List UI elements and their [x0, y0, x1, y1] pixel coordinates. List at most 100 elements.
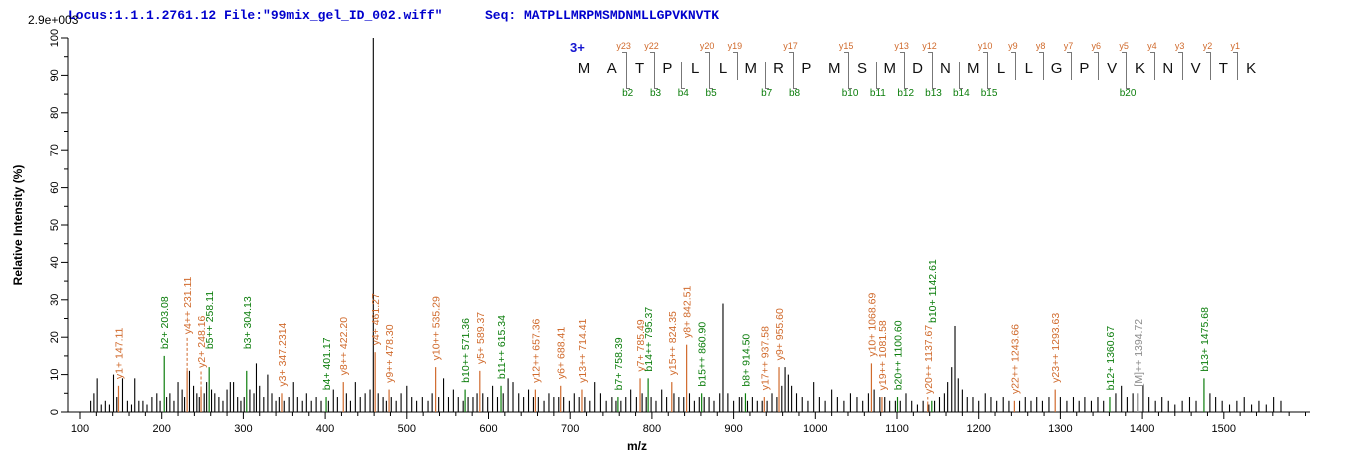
ion-label: y15++ 824.35	[667, 311, 679, 375]
cleavage-mark	[1042, 52, 1044, 80]
ion-label: y5+ 589.37	[475, 312, 487, 364]
ion-label: y12++ 657.36	[530, 318, 542, 382]
ion-label: b11++ 615.34	[496, 315, 508, 379]
cleavage-mark	[903, 52, 905, 88]
y-ion-marker: y8	[1035, 41, 1046, 51]
cleavage-mark-y-foot	[1010, 52, 1015, 53]
ion-label: b20++ 1100.60	[892, 320, 904, 390]
residue-letter: D	[912, 60, 924, 77]
ion-label: b2+ 203.08	[159, 296, 171, 349]
residue-letter: L	[1024, 60, 1033, 77]
residue-letter: M	[883, 60, 897, 77]
cleavage-mark	[931, 52, 933, 88]
cleavage-mark-y-foot	[705, 52, 710, 53]
cleavage-mark-b-foot	[875, 88, 880, 89]
ion-label: y1+ 147.11	[113, 327, 125, 379]
y-axis-title: Relative Intensity (%)	[11, 165, 25, 286]
cleavage-mark	[1181, 52, 1183, 80]
y-axis-tick-label: 70	[49, 144, 61, 156]
precursor-charge-label: 3+	[570, 40, 585, 55]
y-axis-tick-label: 50	[49, 219, 61, 231]
residue-letter: M	[744, 60, 758, 77]
residue-letter: K	[1134, 60, 1145, 77]
residue-letter: T	[1218, 60, 1228, 77]
b-ion-marker: b11	[869, 88, 886, 99]
x-axis-tick-label: 1300	[1048, 423, 1072, 435]
y-axis-tick-label: 30	[49, 294, 61, 306]
cleavage-mark	[1237, 52, 1239, 80]
x-axis-tick-label: 100	[71, 423, 89, 435]
y-axis-tick-label: 40	[49, 256, 61, 268]
ion-label: y22++ 1243.66	[1009, 324, 1021, 394]
b-ion-marker: b8	[788, 88, 801, 99]
cleavage-mark-y-foot	[927, 52, 932, 53]
y-ion-marker: y7	[1063, 41, 1074, 51]
y-ion-marker: y3	[1174, 41, 1185, 51]
ion-label: y4+ 461.27	[370, 293, 382, 345]
cleavage-mark-y-foot	[1149, 52, 1154, 53]
cleavage-mark-b-foot	[681, 88, 686, 89]
y-axis-tick-label: 10	[49, 368, 61, 380]
residue-letter: P	[1079, 60, 1090, 77]
residue-letter: L	[691, 60, 700, 77]
cleavage-mark-y-foot	[1122, 52, 1127, 53]
locus-file-header: Locus:1.1.1.2761.12 File:"99mix_gel_ID_0…	[68, 8, 443, 23]
ion-label: y19++ 1081.58	[877, 320, 889, 390]
residue-letter: P	[801, 60, 812, 77]
residue-letter: A	[606, 60, 617, 77]
ion-label: y6+ 688.41	[556, 327, 568, 379]
b-ion-marker: b14	[952, 88, 970, 99]
x-axis-tick-label: 1000	[803, 423, 827, 435]
y-ion-marker: y12	[922, 41, 937, 51]
b-ion-marker: b5	[705, 88, 717, 99]
y-ion-marker: y9	[1008, 41, 1018, 51]
cleavage-mark-y-foot	[649, 52, 654, 53]
y-ion-marker: y1	[1230, 41, 1241, 51]
x-axis-title: m/z	[627, 439, 647, 453]
y-ion-marker: y19	[727, 41, 743, 51]
ion-label: [M]++ 1394.72	[1133, 319, 1145, 387]
ion-label: b7+ 758.39	[613, 337, 625, 390]
y-ion-marker: y6	[1091, 41, 1102, 51]
y-ion-marker: y15	[838, 41, 854, 51]
ion-label: b10++ 571.36	[460, 318, 472, 383]
ion-label: y10++ 535.29	[431, 296, 443, 360]
ion-label: y17++ 937.58	[759, 326, 771, 390]
x-axis-tick-label: 1500	[1212, 423, 1236, 435]
cleavage-mark-y-foot	[1177, 52, 1182, 53]
cleavage-mark	[987, 52, 989, 88]
y-ion-marker: y23	[616, 41, 631, 51]
ion-label: y9++ 478.30	[384, 324, 396, 383]
b-ion-marker: b10	[841, 88, 859, 99]
ion-label: y2+ 248.16	[196, 315, 208, 367]
ion-label: y9+ 955.60	[774, 308, 786, 360]
y-axis-tick-label: 60	[49, 181, 61, 193]
cleavage-mark	[1126, 52, 1128, 88]
ion-label: b13+ 1475.68	[1199, 307, 1211, 372]
b-ion-marker: b2	[622, 88, 634, 99]
x-axis-tick-label: 300	[234, 423, 252, 435]
b-ion-marker: b4	[677, 88, 689, 99]
sequence-header: Seq: MATPLLMRPMSMDNMLLGPVKNVTK	[485, 8, 720, 23]
intensity-scale-label: 2.9e+003	[28, 13, 79, 27]
cleavage-mark-b-foot	[848, 88, 853, 89]
cleavage-mark	[764, 62, 766, 88]
residue-letter: V	[1107, 60, 1118, 77]
ion-label: y4++ 231.11	[182, 276, 194, 334]
y-axis-tick-label: 0	[49, 409, 61, 415]
cleavage-mark	[792, 52, 794, 88]
residue-letter: N	[939, 60, 951, 77]
ion-label: b15++ 860.90	[697, 322, 709, 387]
cleavage-mark-y-foot	[899, 52, 904, 53]
b-ion-marker: b3	[649, 88, 662, 99]
x-axis-tick-label: 900	[724, 423, 742, 435]
ion-label: y7+ 785.49	[635, 319, 647, 371]
ion-label: y10+ 1068.69	[866, 293, 878, 357]
cleavage-mark	[959, 62, 961, 88]
cleavage-mark-y-foot	[844, 52, 849, 53]
ion-label: b12+ 1360.67	[1105, 326, 1117, 391]
ion-label: b4+ 401.17	[321, 337, 333, 390]
residue-letter: N	[1162, 60, 1174, 77]
